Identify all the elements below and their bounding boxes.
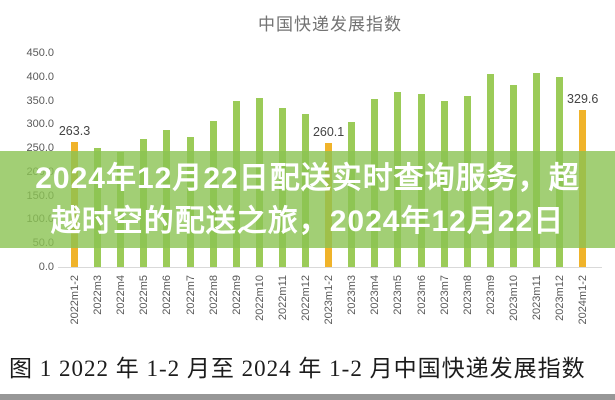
x-tick-text: 2022m12	[300, 275, 312, 321]
overlay-banner: 2024年12月22日配送实时查询服务，超 越时空的配送之旅，2024年12月2…	[0, 151, 615, 248]
x-tick-text: 2023m8	[461, 275, 474, 315]
figure-caption: 图 1 2022 年 1-2 月至 2024 年 1-2 月中国快递发展指数	[9, 356, 586, 381]
x-tick-text: 2023m9	[484, 275, 497, 315]
y-tick-label: 350.0	[26, 94, 54, 107]
x-tick-text: 2023m10	[507, 275, 520, 321]
x-tick-text: 2024m1-2	[577, 275, 590, 325]
x-tick-text: 2022m6	[161, 275, 174, 315]
x-tick-text: 2022m7	[184, 275, 197, 315]
x-tick-text: 2023m5	[392, 275, 405, 315]
banner-text-line2: 越时空的配送之旅，2024年12月22日	[50, 204, 565, 238]
x-tick-text: 2023m3	[346, 275, 359, 315]
y-tick-label: 400.0	[26, 70, 54, 83]
bar-data-label: 260.1	[312, 125, 345, 140]
x-tick-text: 2022m3	[92, 275, 105, 315]
x-tick-text: 2023m12	[554, 275, 567, 321]
x-tick-text: 2022m11	[276, 275, 289, 321]
y-tick-label: 300.0	[26, 118, 54, 131]
bar-data-label: 263.3	[58, 123, 91, 138]
bottom-edge-strip	[0, 394, 615, 400]
chart-title: 中国快递发展指数	[258, 15, 402, 34]
x-tick-text: 2022m5	[138, 275, 151, 315]
bar-data-label: 329.6	[567, 92, 599, 107]
x-tick-text: 2023m4	[369, 275, 382, 315]
y-tick-label: 0.0	[38, 261, 54, 273]
y-tick-label: 450.0	[26, 47, 54, 59]
x-tick-text: 2022m10	[253, 275, 266, 321]
x-axis-line	[58, 267, 602, 268]
x-tick-text: 2022m1-2	[69, 275, 81, 325]
x-tick-text: 2023m11	[531, 275, 543, 321]
x-tick-text: 2023m1-2	[323, 275, 336, 325]
x-tick-text: 2022m9	[230, 275, 243, 315]
x-tick-text: 2022m4	[115, 275, 128, 315]
x-tick-text: 2023m7	[438, 275, 451, 315]
x-tick-text: 2023m6	[415, 275, 428, 315]
banner-text-line1: 2024年12月22日配送实时查询服务，超	[35, 161, 580, 195]
x-tick-text: 2022m8	[207, 275, 220, 315]
